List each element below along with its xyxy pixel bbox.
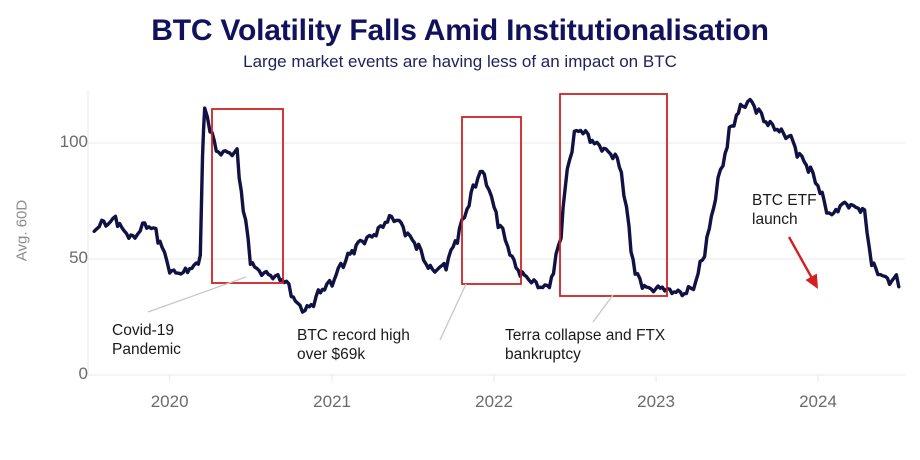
chart-subtitle: Large market events are having less of a… — [243, 52, 677, 71]
y-tick-100: 100 — [59, 132, 88, 151]
covid-leader — [147, 276, 247, 313]
terra-ftx-box — [559, 93, 668, 297]
annotation-btc-etf-launch: BTC ETF launch — [752, 192, 817, 229]
btc-etf-arrow-head — [805, 273, 818, 289]
annotation-btc-record-high: BTC record high over $69k — [297, 327, 410, 364]
annotation-terra-ftx: Terra collapse and FTX bankruptcy — [505, 327, 666, 364]
record-high-leader — [439, 283, 467, 341]
record-high-box — [461, 116, 522, 285]
btc-etf-arrow-shaft — [787, 236, 816, 283]
annotation-arrows — [787, 236, 818, 289]
x-tick-2021: 2021 — [313, 392, 351, 411]
covid-crash-box — [211, 108, 284, 284]
x-tick-2022: 2022 — [475, 392, 513, 411]
highlight-boxes — [211, 93, 668, 297]
x-tick-2023: 2023 — [637, 392, 675, 411]
x-tick-2020: 2020 — [150, 392, 189, 411]
series-line — [92, 97, 901, 314]
gridlines — [87, 90, 905, 382]
terra-leader — [592, 294, 614, 323]
chart-title: BTC Volatility Falls Amid Institutionali… — [151, 14, 769, 47]
y-tick-50: 50 — [69, 248, 88, 267]
y-tick-0: 0 — [78, 364, 88, 383]
x-tick-2024: 2024 — [799, 392, 837, 411]
leader-lines — [147, 276, 614, 341]
series-lines — [92, 97, 901, 314]
annotation-covid-19-pandemic: Covid-19 Pandemic — [112, 322, 181, 359]
